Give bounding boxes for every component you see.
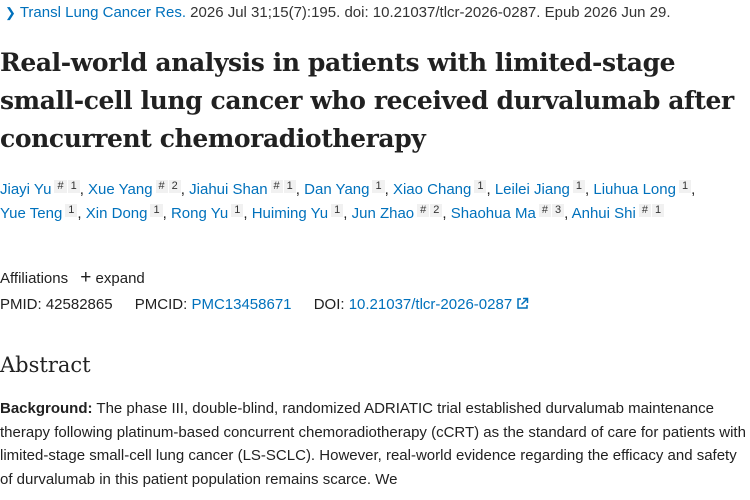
author-name[interactable]: Jiahui Shan bbox=[189, 181, 268, 198]
affiliations-label: Affiliations bbox=[0, 270, 69, 287]
separator: , bbox=[442, 205, 447, 222]
author-name[interactable]: Jun Zhao bbox=[351, 205, 415, 222]
author: Xue Yang #2, bbox=[88, 180, 185, 198]
author-name[interactable]: Dan Yang bbox=[304, 181, 370, 198]
article-title: Real-world analysis in patients with lim… bbox=[0, 48, 734, 153]
affiliation-ref[interactable]: 2 bbox=[430, 204, 443, 217]
doi-link[interactable]: 10.21037/tlcr-2026-0287 bbox=[349, 296, 530, 313]
affiliation-ref[interactable]: 1 bbox=[67, 180, 80, 193]
citation: ❯ Transl Lung Cancer Res. 2026 Jul 31;15… bbox=[5, 4, 671, 21]
author-name[interactable]: Yue Teng bbox=[0, 205, 63, 222]
doi[interactable]: 10.21037/tlcr-2026-0287 bbox=[348, 296, 513, 313]
author-name[interactable]: Liuhua Long bbox=[593, 181, 676, 198]
paragraph-label: Background: bbox=[0, 400, 93, 417]
expand-label[interactable]: expand bbox=[95, 270, 145, 287]
author: Anhui Shi #1 bbox=[571, 204, 665, 222]
author: Leilei Jiang 1, bbox=[494, 180, 590, 198]
separator: , bbox=[585, 181, 590, 198]
author-name[interactable]: Rong Yu bbox=[170, 205, 229, 222]
separator: , bbox=[79, 181, 84, 198]
author: Dan Yang 1, bbox=[304, 180, 389, 198]
affiliation-ref[interactable]: 1 bbox=[65, 204, 78, 217]
author: Liuhua Long 1, bbox=[593, 180, 696, 198]
separator: , bbox=[162, 205, 167, 222]
author-name[interactable]: Xin Dong bbox=[85, 205, 148, 222]
affiliation-ref[interactable]: 2 bbox=[168, 180, 181, 193]
author-name[interactable]: Shaohua Ma bbox=[450, 205, 536, 222]
author: Xin Dong 1, bbox=[85, 204, 167, 222]
author: Yue Teng 1, bbox=[0, 204, 82, 222]
author-name[interactable]: Jiayi Yu bbox=[0, 181, 52, 198]
separator: , bbox=[691, 181, 696, 198]
separator: , bbox=[564, 205, 569, 222]
expand-button[interactable]: + expand bbox=[80, 267, 145, 288]
equal-contrib[interactable]: # bbox=[638, 204, 651, 217]
abstract-heading: Abstract bbox=[0, 353, 91, 377]
author-name[interactable]: Huiming Yu bbox=[251, 205, 329, 222]
affiliation-ref[interactable]: 3 bbox=[551, 204, 565, 217]
identifiers: PMID: 42582865 PMCID: PMC13458671 DOI: 1… bbox=[0, 296, 529, 313]
affiliation-ref[interactable]: 1 bbox=[474, 180, 487, 193]
pmid-label: PMID: bbox=[0, 296, 42, 313]
author: Rong Yu 1, bbox=[170, 204, 248, 222]
equal-contrib[interactable]: # bbox=[270, 180, 283, 193]
paragraph-text: The phase III, double-blind, randomized … bbox=[0, 400, 746, 488]
separator: , bbox=[243, 205, 248, 222]
separator: , bbox=[486, 181, 491, 198]
citation-details: 2026 Jul 31;15(7):195. doi: 10.21037/tlc… bbox=[190, 4, 671, 21]
affiliation-ref[interactable]: 1 bbox=[572, 180, 586, 193]
author: Jiahui Shan #1, bbox=[189, 180, 300, 198]
separator: , bbox=[180, 181, 185, 198]
author-name[interactable]: Xiao Chang bbox=[392, 181, 472, 198]
separator: , bbox=[384, 181, 389, 198]
affiliation-ref[interactable]: 1 bbox=[372, 180, 385, 193]
equal-contrib[interactable]: # bbox=[155, 180, 168, 193]
equal-contrib[interactable]: # bbox=[54, 180, 67, 193]
equal-contrib[interactable]: # bbox=[417, 204, 430, 217]
affiliation-ref[interactable]: 1 bbox=[678, 180, 692, 193]
abstract-paragraph: Background: The phase III, double-blind,… bbox=[0, 397, 750, 491]
pmcid-label: PMCID: bbox=[134, 296, 188, 313]
affiliation-ref[interactable]: 1 bbox=[651, 204, 665, 217]
affiliations: Affiliations + expand bbox=[0, 267, 145, 289]
author-name[interactable]: Xue Yang bbox=[88, 181, 153, 198]
affiliation-ref[interactable]: 1 bbox=[150, 204, 163, 217]
author: Huiming Yu 1, bbox=[251, 204, 348, 222]
external-icon bbox=[517, 297, 529, 309]
author: Jiayi Yu #1, bbox=[0, 180, 84, 198]
separator: , bbox=[343, 205, 348, 222]
author-name[interactable]: Anhui Shi bbox=[571, 205, 636, 222]
author: Shaohua Ma #3, bbox=[450, 204, 569, 222]
author-list: Jiayi Yu #1, Xue Yang #2, Jiahui Shan #1, D… bbox=[0, 178, 700, 226]
author: Xiao Chang 1, bbox=[392, 180, 491, 198]
separator: , bbox=[295, 181, 300, 198]
author-name[interactable]: Leilei Jiang bbox=[494, 181, 570, 198]
affiliation-ref[interactable]: 1 bbox=[283, 180, 296, 193]
pmcid-link[interactable]: PMC13458671 bbox=[191, 296, 292, 313]
pmid: 42582865 bbox=[45, 296, 113, 313]
journal[interactable]: Transl Lung Cancer Res. bbox=[19, 4, 186, 21]
equal-contrib[interactable]: # bbox=[538, 204, 551, 217]
affiliation-ref[interactable]: 1 bbox=[331, 204, 344, 217]
separator: , bbox=[77, 205, 82, 222]
author: Jun Zhao #2, bbox=[351, 204, 447, 222]
affiliation-ref[interactable]: 1 bbox=[231, 204, 244, 217]
doi-label: DOI: bbox=[313, 296, 345, 313]
journal-link[interactable]: ❯ Transl Lung Cancer Res. bbox=[5, 4, 186, 21]
